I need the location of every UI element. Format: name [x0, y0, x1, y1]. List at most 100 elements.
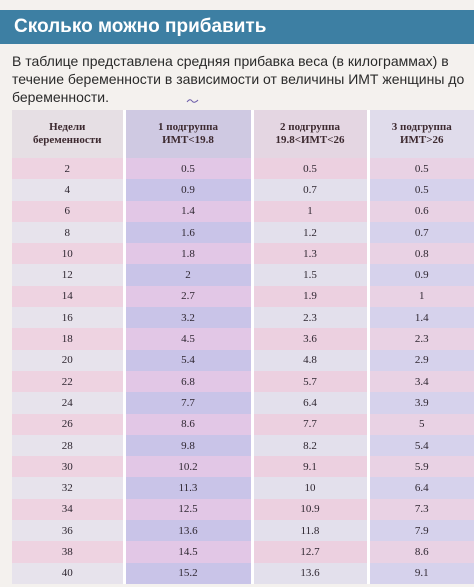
table-row: 28 9.8 8.2 5.4: [12, 434, 474, 457]
table-row: 24 7.7 6.4 3.9: [12, 392, 474, 414]
table-cell-group-1: 14.5: [122, 541, 252, 563]
table-cell-group-2: 0.5: [250, 158, 368, 180]
table-cell-group-3: 0.5: [366, 179, 474, 201]
table-cell-group-2: 1.5: [250, 264, 368, 286]
table-cell-group-3: 9.1: [366, 562, 474, 584]
table-cell-week: 6: [12, 200, 124, 222]
table-cell-group-1: 15.2: [122, 562, 252, 584]
table-cell-week: 14: [12, 285, 124, 308]
table-cell-group-1: 1.4: [122, 200, 252, 222]
table-cell-group-1: 13.6: [122, 520, 252, 542]
table-cell-group-1: 2.7: [122, 285, 252, 308]
table-cell-group-1: 12.5: [122, 498, 252, 521]
weight-gain-table: Недели беременности 1 подгруппа ИМТ<19.8…: [12, 110, 474, 584]
column-header-line: Недели: [49, 121, 86, 133]
table-cell-group-2: 1.9: [250, 285, 368, 308]
table-cell-group-1: 0.5: [122, 158, 252, 180]
table-cell-group-3: 0.9: [366, 264, 474, 286]
table-cell-week: 38: [12, 541, 124, 563]
table-cell-group-2: 1.3: [250, 243, 368, 265]
table-cell-group-2: 9.1: [250, 456, 368, 478]
table-cell-week: 16: [12, 307, 124, 329]
table-cell-group-1: 11.3: [122, 477, 252, 499]
table-cell-group-2: 4.8: [250, 349, 368, 371]
table-row: 38 14.5 12.7 8.6: [12, 541, 474, 563]
table-cell-group-2: 10: [250, 477, 368, 499]
column-header-line: 2 подгруппа: [280, 121, 340, 133]
column-header-group-1: 1 подгруппа ИМТ<19.8: [122, 110, 252, 158]
table-cell-week: 18: [12, 328, 124, 350]
table-cell-group-3: 1.4: [366, 307, 474, 329]
table-cell-group-1: 4.5: [122, 328, 252, 350]
table-cell-group-2: 7.7: [250, 413, 368, 435]
table-cell-group-1: 10.2: [122, 456, 252, 478]
table-cell-group-1: 2: [122, 264, 252, 286]
table-cell-group-3: 8.6: [366, 541, 474, 563]
table-cell-group-2: 6.4: [250, 392, 368, 414]
table-row: 34 12.5 10.9 7.3: [12, 498, 474, 521]
table-cell-group-3: 3.9: [366, 392, 474, 414]
table-cell-group-3: 6.4: [366, 477, 474, 499]
table-cell-group-1: 6.8: [122, 370, 252, 393]
table-cell-group-1: 1.8: [122, 243, 252, 265]
table-cell-week: 20: [12, 349, 124, 371]
table-cell-group-3: 7.3: [366, 498, 474, 521]
table-row: 32 11.3 10 6.4: [12, 477, 474, 499]
column-header-line: ИМТ<19.8: [162, 134, 214, 146]
table-cell-group-1: 8.6: [122, 413, 252, 435]
table-cell-group-3: 2.3: [366, 328, 474, 350]
table-cell-week: 12: [12, 264, 124, 286]
table-cell-group-3: 2.9: [366, 349, 474, 371]
table-cell-week: 10: [12, 243, 124, 265]
table-row: 18 4.5 3.6 2.3: [12, 328, 474, 350]
table-cell-week: 28: [12, 434, 124, 457]
table-cell-group-2: 8.2: [250, 434, 368, 457]
column-header-line: 3 подгруппа: [391, 121, 452, 133]
table-cell-week: 22: [12, 370, 124, 393]
table-cell-week: 36: [12, 520, 124, 542]
table-cell-week: 2: [12, 158, 124, 180]
table-row: 40 15.2 13.6 9.1: [12, 562, 474, 584]
table-row: 6 1.4 1 0.6: [12, 200, 474, 222]
table-row: 14 2.7 1.9 1: [12, 285, 474, 308]
table-cell-group-3: 0.8: [366, 243, 474, 265]
column-header-line: 1 подгруппа: [158, 121, 218, 133]
table-cell-group-2: 0.7: [250, 179, 368, 201]
table-row: 8 1.6 1.2 0.7: [12, 221, 474, 244]
table-cell-week: 8: [12, 221, 124, 244]
table-cell-group-1: 5.4: [122, 349, 252, 371]
table-cell-week: 26: [12, 413, 124, 435]
table-cell-group-1: 1.6: [122, 221, 252, 244]
table-row: 16 3.2 2.3 1.4: [12, 307, 474, 329]
table-cell-group-2: 5.7: [250, 370, 368, 393]
table-row: 4 0.9 0.7 0.5: [12, 179, 474, 201]
table-cell-group-1: 9.8: [122, 434, 252, 457]
table-row: 20 5.4 4.8 2.9: [12, 349, 474, 371]
table-cell-group-1: 7.7: [122, 392, 252, 414]
table-cell-week: 34: [12, 498, 124, 521]
table-row: 12 2 1.5 0.9: [12, 264, 474, 286]
table-cell-group-2: 3.6: [250, 328, 368, 350]
table-cell-group-3: 7.9: [366, 520, 474, 542]
table-row: 2 0.5 0.5 0.5: [12, 158, 474, 180]
column-header-weeks: Недели беременности: [12, 110, 124, 158]
column-header-line: ИМТ>26: [399, 134, 444, 146]
table-row: 22 6.8 5.7 3.4: [12, 370, 474, 393]
table-cell-group-3: 5.4: [366, 434, 474, 457]
column-header-group-2: 2 подгруппа 19.8<ИМТ<26: [250, 110, 368, 158]
table-cell-group-1: 3.2: [122, 307, 252, 329]
table-row: 30 10.2 9.1 5.9: [12, 456, 474, 478]
table-cell-week: 4: [12, 179, 124, 201]
table-cell-group-3: 0.7: [366, 221, 474, 244]
table-cell-week: 30: [12, 456, 124, 478]
table-cell-group-3: 0.5: [366, 158, 474, 180]
column-header-group-3: 3 подгруппа ИМТ>26: [366, 110, 474, 158]
title-banner: Сколько можно прибавить: [0, 10, 474, 44]
table-cell-group-3: 1: [366, 285, 474, 308]
table-cell-week: 32: [12, 477, 124, 499]
table-row: 10 1.8 1.3 0.8: [12, 243, 474, 265]
page-title: Сколько можно прибавить: [14, 16, 267, 37]
table-cell-group-3: 3.4: [366, 370, 474, 393]
table-cell-group-1: 0.9: [122, 179, 252, 201]
intro-paragraph: В таблице представлена средняя прибавка …: [12, 53, 465, 105]
